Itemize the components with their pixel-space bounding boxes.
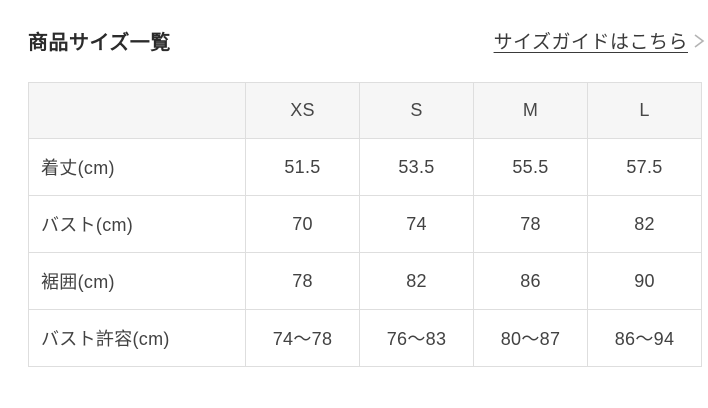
length-l: 57.5 bbox=[587, 138, 702, 196]
size-column-m: M bbox=[473, 82, 588, 139]
row-label-bust-allowance: バスト許容(cm) bbox=[28, 309, 246, 367]
table-row-bust-allowance: バスト許容(cm) 74〜78 76〜83 80〜87 86〜94 bbox=[28, 309, 702, 367]
row-label-hem: 裾囲(cm) bbox=[28, 252, 246, 310]
product-size-table: XS S M L 着丈(cm) 51.5 53.5 55.5 57.5 バスト(… bbox=[28, 82, 702, 367]
length-m: 55.5 bbox=[473, 138, 588, 196]
row-label-length: 着丈(cm) bbox=[28, 138, 246, 196]
bust-l: 82 bbox=[587, 195, 702, 253]
hem-l: 90 bbox=[587, 252, 702, 310]
bust-xs: 70 bbox=[245, 195, 360, 253]
hem-m: 86 bbox=[473, 252, 588, 310]
size-table-corner-cell bbox=[28, 82, 246, 139]
chevron-right-icon bbox=[691, 32, 706, 50]
bust-allowance-l: 86〜94 bbox=[587, 309, 702, 367]
bust-allowance-m: 80〜87 bbox=[473, 309, 588, 367]
table-row-hem: 裾囲(cm) 78 82 86 90 bbox=[28, 252, 702, 310]
hem-xs: 78 bbox=[245, 252, 360, 310]
size-guide-link[interactable]: サイズガイドはこちら bbox=[494, 27, 706, 54]
size-column-l: L bbox=[587, 82, 702, 139]
bust-allowance-xs: 74〜78 bbox=[245, 309, 360, 367]
page-title: 商品サイズ一覧 bbox=[28, 31, 171, 54]
table-row-bust: バスト(cm) 70 74 78 82 bbox=[28, 195, 702, 253]
page-header: 商品サイズ一覧 サイズガイドはこちら bbox=[0, 0, 708, 54]
table-row-length: 着丈(cm) 51.5 53.5 55.5 57.5 bbox=[28, 138, 702, 196]
size-guide-link-label[interactable]: サイズガイドはこちら bbox=[493, 31, 688, 53]
size-table-header-row: XS S M L bbox=[28, 82, 702, 139]
bust-allowance-s: 76〜83 bbox=[359, 309, 474, 367]
bust-m: 78 bbox=[473, 195, 588, 253]
bust-s: 74 bbox=[359, 195, 474, 253]
length-s: 53.5 bbox=[359, 138, 474, 196]
size-column-s: S bbox=[359, 82, 474, 139]
row-label-bust: バスト(cm) bbox=[28, 195, 246, 253]
length-xs: 51.5 bbox=[245, 138, 360, 196]
size-column-xs: XS bbox=[245, 82, 360, 139]
hem-s: 82 bbox=[359, 252, 474, 310]
